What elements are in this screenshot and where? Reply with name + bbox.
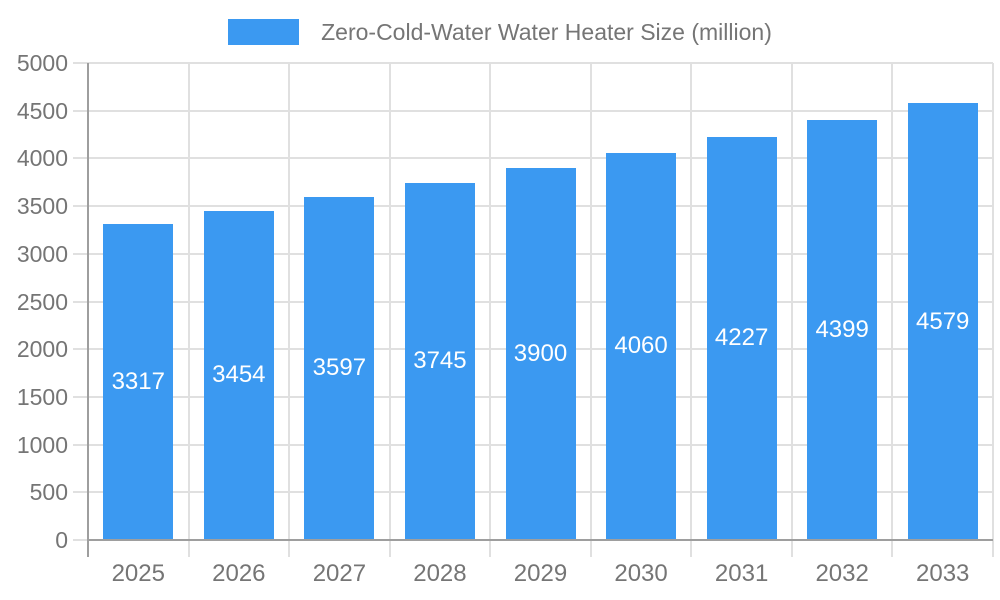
x-axis-tick (992, 540, 994, 557)
x-axis-tick (690, 540, 693, 557)
legend-label: Zero-Cold-Water Water Heater Size (milli… (321, 18, 772, 45)
y-tick-label: 500 (29, 479, 68, 506)
x-tick-label: 2028 (413, 560, 467, 587)
y-axis-tick (73, 109, 88, 112)
x-tick-label: 2027 (312, 560, 367, 587)
bar-2033[interactable]: 4579 (907, 103, 978, 540)
gridline-horizontal (88, 62, 993, 64)
x-tick-label: 2029 (513, 560, 568, 587)
gridline-vertical (589, 63, 592, 540)
y-tick-label: 2500 (16, 288, 68, 315)
x-tick-label: 2033 (916, 560, 970, 587)
y-tick-label: 1500 (16, 383, 68, 410)
bar-2030[interactable]: 4060 (606, 152, 677, 540)
gridline-vertical (288, 63, 291, 540)
gridline-horizontal (88, 157, 993, 160)
bar-value-label: 3597 (312, 354, 367, 382)
bar-2026[interactable]: 3454 (203, 210, 274, 540)
bar-value-label: 3900 (513, 339, 568, 367)
x-tick-label: 2031 (714, 560, 769, 587)
gridline-vertical (790, 63, 793, 540)
x-axis-tick (388, 540, 391, 557)
y-tick-label: 5000 (16, 50, 68, 76)
y-axis-tick (73, 205, 88, 208)
gridline-vertical (690, 63, 693, 540)
y-axis-tick (73, 252, 88, 255)
bar-value-label: 4399 (815, 316, 869, 344)
y-axis-tick (73, 539, 88, 541)
y-axis-tick (73, 300, 88, 303)
legend-item[interactable]: Zero-Cold-Water Water Heater Size (milli… (228, 19, 772, 46)
x-axis-tick (790, 540, 793, 557)
y-tick-label: 4000 (16, 145, 68, 172)
x-tick-label: 2030 (614, 560, 668, 587)
plot-area: 3317 3454 3597 3745 3900 4060 4227 4399 4579 (88, 62, 994, 540)
y-tick-label: 4500 (16, 97, 68, 124)
bar-value-label: 4579 (916, 307, 970, 335)
legend: Zero-Cold-Water Water Heater Size (milli… (0, 14, 1000, 50)
x-axis-tick (489, 540, 492, 557)
x-axis-tick (589, 540, 592, 557)
gridline-vertical (388, 63, 391, 540)
gridline-vertical (992, 63, 994, 540)
y-axis-tick (73, 491, 88, 494)
x-tick-label: 2025 (111, 560, 165, 587)
y-tick-label: 2000 (16, 336, 68, 363)
y-axis-line (87, 63, 89, 557)
bar-2027[interactable]: 3597 (304, 196, 375, 540)
x-axis-tick (288, 540, 291, 557)
bar-value-label: 4227 (714, 324, 769, 352)
y-axis-tick (73, 443, 88, 446)
bar-value-label: 3745 (413, 347, 467, 375)
bar-value-label: 4060 (614, 332, 668, 360)
gridline-vertical (489, 63, 492, 540)
gridline-vertical (891, 63, 894, 540)
legend-swatch (228, 19, 300, 45)
y-axis-tick (73, 157, 88, 160)
bar-2028[interactable]: 3745 (404, 182, 475, 540)
x-tick-label: 2026 (212, 560, 266, 587)
y-tick-label: 0 (55, 527, 68, 553)
y-tick-label: 3500 (16, 193, 68, 220)
bar-2031[interactable]: 4227 (706, 136, 777, 540)
x-tick-label: 2032 (815, 560, 869, 587)
y-tick-label: 1000 (16, 431, 68, 458)
x-axis-tick (187, 540, 190, 557)
gridline-vertical (187, 63, 190, 540)
y-axis-tick (73, 348, 88, 351)
y-axis-tick (73, 62, 88, 64)
bar-value-label: 3454 (212, 361, 266, 389)
bar-2032[interactable]: 4399 (807, 120, 878, 540)
y-axis-tick (73, 395, 88, 398)
gridline-horizontal (88, 109, 993, 112)
bar-2029[interactable]: 3900 (505, 167, 576, 540)
x-axis-line (88, 539, 993, 541)
y-tick-label: 3000 (16, 240, 68, 267)
bar-2025[interactable]: 3317 (103, 223, 174, 540)
x-axis-tick (891, 540, 894, 557)
bar-value-label: 3317 (111, 367, 165, 395)
